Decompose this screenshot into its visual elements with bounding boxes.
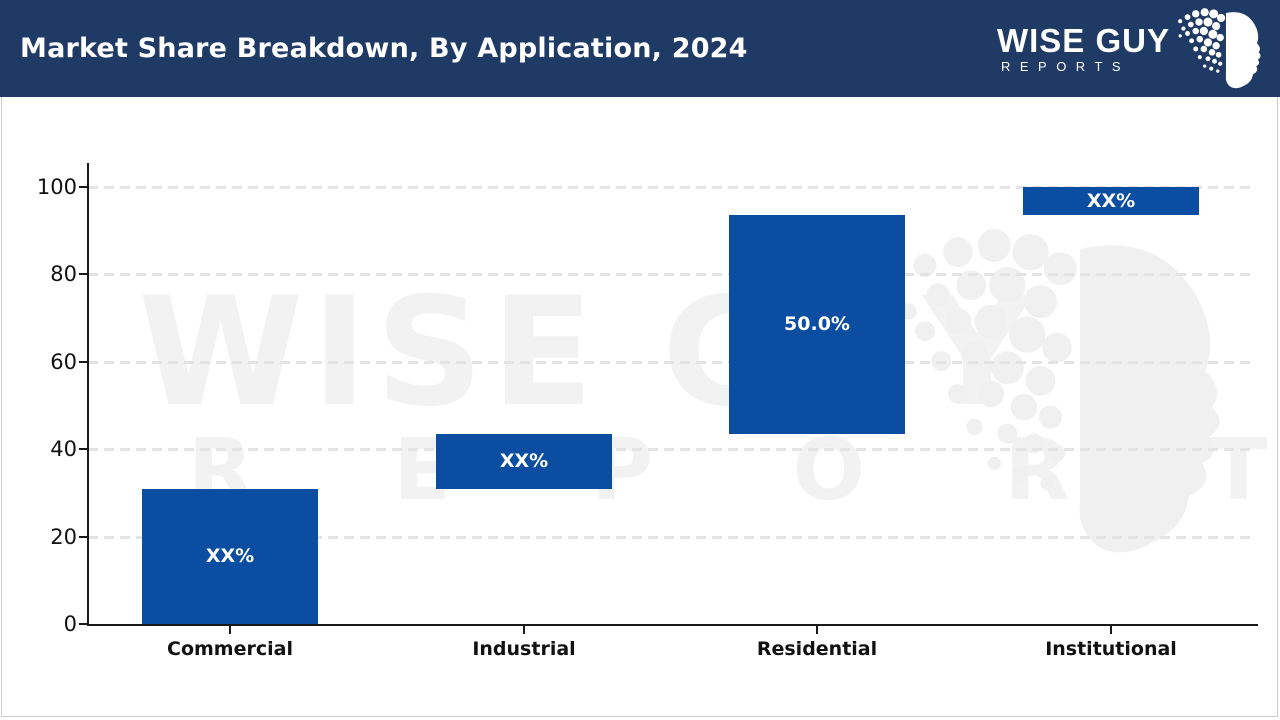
x-axis-tick <box>816 626 818 634</box>
bar-commercial: XX% <box>142 488 318 624</box>
chart-area: WISE GUY R E P O R T S 020406080100XX%Co… <box>0 97 1280 720</box>
x-tick-label: Commercial <box>167 638 293 660</box>
gridline <box>88 186 1254 189</box>
bar-industrial: XX% <box>436 433 612 489</box>
gridline <box>88 360 1254 364</box>
y-tick-label: 60 <box>50 349 77 374</box>
logo-subtitle: REPORTS <box>1000 59 1131 74</box>
y-axis-tick <box>79 360 87 363</box>
logo-face-icon <box>1172 8 1266 90</box>
y-tick-label: 100 <box>36 175 77 199</box>
gridline <box>88 448 1254 452</box>
x-axis-tick <box>1110 626 1112 634</box>
bar-residential: 50.0% <box>729 215 905 434</box>
logo-wordmark: WISE GUY <box>996 22 1170 59</box>
y-tick-label: 40 <box>50 437 77 462</box>
x-axis-tick <box>229 626 231 634</box>
y-axis-tick <box>79 448 87 451</box>
logo-text: WISE GUY REPORTS <box>997 24 1170 73</box>
y-axis-tick <box>79 535 87 538</box>
x-axis-line <box>87 624 1258 626</box>
watermark-face-icon <box>862 229 1242 559</box>
wise-guy-logo: WISE GUY REPORTS <box>997 8 1266 90</box>
chart-title: Market Share Breakdown, By Application, … <box>20 33 748 64</box>
y-axis-tick <box>79 623 87 625</box>
header-bar: Market Share Breakdown, By Application, … <box>0 0 1280 97</box>
y-axis-tick <box>79 186 87 188</box>
x-tick-label: Industrial <box>472 638 576 660</box>
bar-value-label: 50.0% <box>784 313 850 336</box>
y-tick-label: 20 <box>50 524 77 549</box>
y-tick-label: 80 <box>50 262 77 287</box>
gridline <box>88 273 1254 277</box>
bar-value-label: XX% <box>1086 189 1136 212</box>
y-axis-line <box>87 163 89 626</box>
x-axis-tick <box>523 626 525 634</box>
x-tick-label: Residential <box>756 638 878 660</box>
bar-value-label: XX% <box>499 449 549 472</box>
bar-institutional: XX% <box>1023 187 1199 216</box>
y-axis-tick <box>79 273 87 276</box>
gridline <box>88 535 1254 539</box>
bar-value-label: XX% <box>205 544 255 567</box>
y-tick-label: 0 <box>63 612 77 636</box>
x-tick-label: Institutional <box>1045 638 1177 660</box>
